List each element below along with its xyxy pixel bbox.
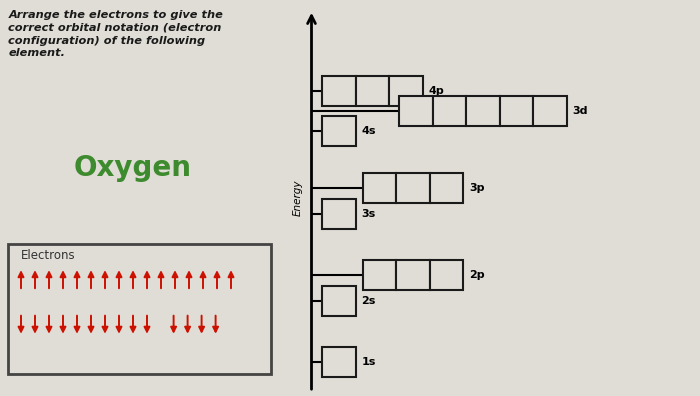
Bar (322, 348, 356, 377)
Text: Electrons: Electrons (21, 249, 76, 263)
Bar (399, 96, 433, 126)
Text: Energy: Energy (293, 180, 302, 216)
Bar (433, 96, 466, 126)
Text: Oxygen: Oxygen (74, 154, 192, 182)
Bar (430, 261, 463, 290)
Bar (322, 286, 356, 316)
Text: 3d: 3d (573, 106, 588, 116)
Text: 4p: 4p (428, 86, 444, 96)
Bar (363, 173, 396, 203)
Bar (322, 199, 356, 228)
Bar (389, 76, 423, 106)
Text: 4s: 4s (361, 126, 376, 136)
Bar (322, 76, 356, 106)
Bar (396, 173, 430, 203)
Text: 2s: 2s (361, 296, 376, 306)
Text: 1s: 1s (361, 357, 376, 367)
Bar (363, 261, 396, 290)
Bar (430, 173, 463, 203)
Bar (500, 96, 533, 126)
Text: 2p: 2p (469, 270, 484, 280)
Bar (8, 244, 271, 374)
Bar (322, 116, 356, 145)
Text: 3s: 3s (361, 209, 375, 219)
Bar (533, 96, 567, 126)
Text: Arrange the electrons to give the
correct orbital notation (electron
configurati: Arrange the electrons to give the correc… (8, 10, 223, 58)
Bar (466, 96, 500, 126)
Bar (396, 261, 430, 290)
Bar (356, 76, 389, 106)
Text: 3p: 3p (469, 183, 484, 193)
